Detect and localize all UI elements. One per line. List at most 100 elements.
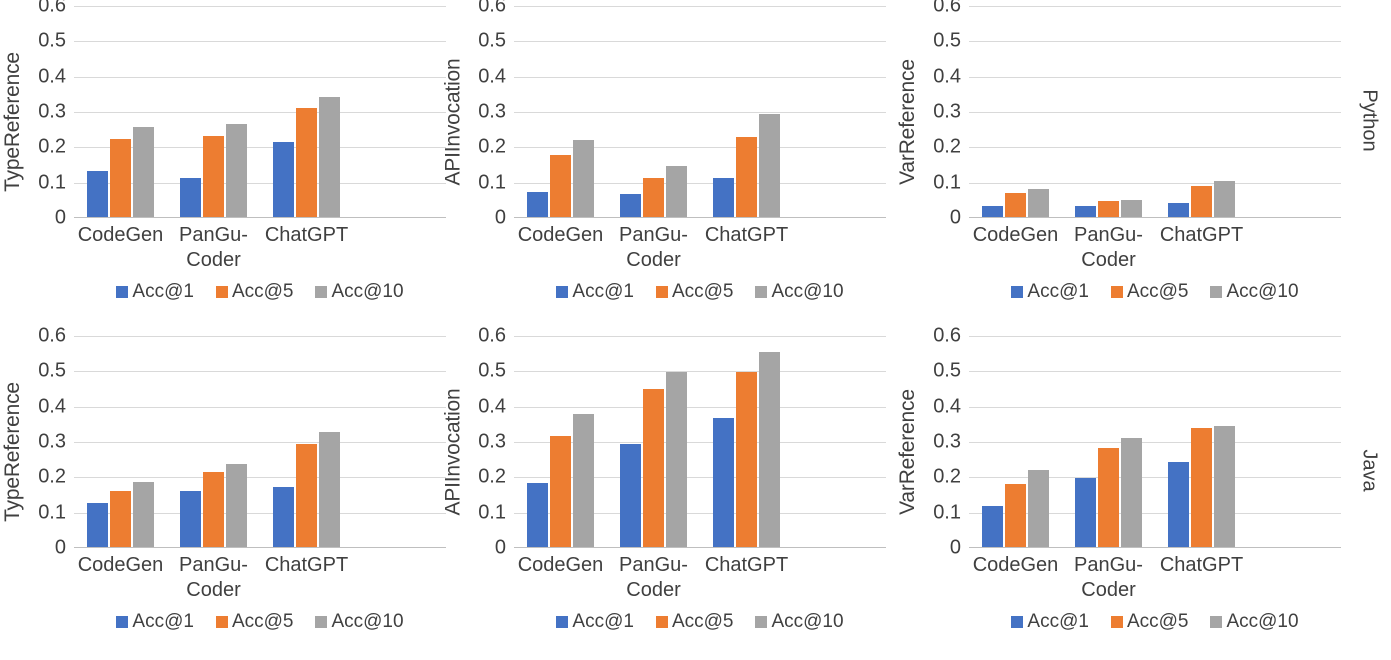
bar-group — [1155, 336, 1248, 547]
bar — [319, 431, 340, 547]
x-axis-tick-line: PanGu- — [619, 224, 688, 246]
x-axis-tick-label: PanGu- Coder — [167, 550, 260, 602]
legend-item[interactable]: Acc@5 — [655, 611, 733, 633]
x-axis-tick-line: PanGu- — [619, 554, 688, 576]
legend-item[interactable]: Acc@10 — [1210, 611, 1299, 633]
y-axis-title-text: TypeReference — [1, 52, 25, 192]
bar — [133, 482, 154, 547]
gridline — [969, 512, 1341, 514]
legend-item[interactable]: Acc@1 — [116, 611, 194, 633]
bar-chart: TypeReference 0.6 0.5 0.4 0.3 0.2 0.1 0 CodeGen P… — [0, 0, 452, 326]
legend-item[interactable]: Acc@5 — [1110, 281, 1188, 303]
y-axis-tick-label: 0.2 — [38, 465, 66, 488]
x-axis-ticks: CodeGen PanGu- Coder ChatGPT — [74, 550, 446, 602]
y-axis-tick-label: 0.1 — [933, 171, 961, 194]
bar-group — [1062, 336, 1155, 547]
legend-item[interactable]: Acc@10 — [315, 611, 404, 633]
chart-panel: VarReference 0.6 0.5 0.4 0.3 0.2 0.1 0 CodeGen Pa… — [895, 325, 1347, 656]
bar — [273, 142, 294, 217]
gridline — [514, 406, 886, 408]
bar — [982, 206, 1003, 217]
bar-chart: APIInvocation 0.6 0.5 0.4 0.3 0.2 0.1 0 CodeGen P… — [440, 0, 892, 326]
legend-item[interactable]: Acc@10 — [1210, 281, 1299, 303]
gridline — [74, 6, 446, 7]
legend-item[interactable]: Acc@1 — [1011, 281, 1089, 303]
legend-item[interactable]: Acc@10 — [755, 281, 844, 303]
bar-group — [260, 336, 353, 547]
bar — [1191, 428, 1212, 547]
plot-area — [74, 6, 446, 218]
y-axis-tick-label: 0 — [54, 206, 66, 229]
legend-item[interactable]: Acc@5 — [1110, 611, 1188, 633]
gridline — [969, 41, 1341, 43]
legend-item[interactable]: Acc@5 — [655, 281, 733, 303]
x-axis-tick-label: ChatGPT — [700, 550, 793, 602]
bar — [1214, 181, 1235, 217]
y-axis-tick-label: 0.3 — [38, 430, 66, 453]
gridline — [74, 147, 446, 149]
x-axis-tick-line: CodeGen — [517, 224, 604, 246]
bar-group — [74, 6, 167, 217]
bar-group — [167, 6, 260, 217]
y-axis-ticks: 0.6 0.5 0.4 0.3 0.2 0.1 0 — [26, 0, 72, 238]
legend-swatch-icon — [1011, 286, 1024, 298]
bar-groups — [514, 6, 886, 217]
bar — [1168, 203, 1189, 217]
gridline — [969, 147, 1341, 149]
bar-group — [1062, 6, 1155, 217]
bar — [1098, 448, 1119, 547]
y-axis-tick-label: 0.2 — [478, 135, 506, 158]
plot-area — [969, 336, 1341, 548]
gridline — [969, 477, 1341, 479]
legend-label: Acc@10 — [1226, 281, 1299, 302]
gridline — [969, 406, 1341, 408]
x-axis-ticks: CodeGen PanGu- Coder ChatGPT — [514, 220, 886, 272]
legend-item[interactable]: Acc@1 — [556, 611, 634, 633]
x-axis-ticks: CodeGen PanGu- Coder ChatGPT — [514, 550, 886, 602]
legend-label: Acc@1 — [132, 611, 194, 632]
legend-item[interactable]: Acc@10 — [315, 281, 404, 303]
gridline — [74, 182, 446, 184]
legend-swatch-icon — [655, 616, 668, 628]
y-axis-tick-label: 0.1 — [38, 501, 66, 524]
legend-label: Acc@1 — [572, 281, 634, 302]
gridline — [74, 336, 446, 337]
y-axis-title-text: APIInvocation — [441, 388, 465, 516]
bar-chart: TypeReference 0.6 0.5 0.4 0.3 0.2 0.1 0 CodeGen P… — [0, 325, 452, 656]
bar-groups — [969, 336, 1341, 547]
y-axis-tick-label: 0.5 — [478, 359, 506, 382]
legend-item[interactable]: Acc@1 — [1011, 611, 1089, 633]
y-axis-tick-label: 0 — [949, 536, 961, 559]
legend-item[interactable]: Acc@10 — [755, 611, 844, 633]
y-axis-tick-label: 0.6 — [933, 0, 961, 17]
legend-swatch-icon — [215, 286, 228, 298]
legend: Acc@1 Acc@5 Acc@10 — [514, 278, 886, 306]
bar — [713, 417, 734, 547]
gridline — [74, 512, 446, 514]
bar — [226, 463, 247, 547]
row-label-java: Java — [1352, 390, 1386, 550]
y-axis-ticks: 0.6 0.5 0.4 0.3 0.2 0.1 0 — [921, 0, 967, 238]
gridline — [514, 147, 886, 149]
legend-item[interactable]: Acc@5 — [215, 611, 293, 633]
chart-panel: APIInvocation 0.6 0.5 0.4 0.3 0.2 0.1 0 CodeGen P… — [440, 325, 892, 656]
legend-swatch-icon — [755, 616, 768, 628]
legend-item[interactable]: Acc@1 — [556, 281, 634, 303]
legend: Acc@1 Acc@5 Acc@10 — [969, 608, 1341, 636]
bar — [1191, 185, 1212, 217]
bar — [110, 490, 131, 547]
y-axis-tick-label: 0.2 — [933, 465, 961, 488]
y-axis-title: TypeReference — [0, 6, 26, 238]
bar — [203, 472, 224, 547]
x-axis-tick-line: PanGu- — [1074, 554, 1143, 576]
x-axis-tick-label: CodeGen — [514, 550, 607, 602]
x-axis-tick-line: CodeGen — [77, 224, 164, 246]
bar — [527, 191, 548, 217]
bar-group — [700, 336, 793, 547]
gridline — [969, 112, 1341, 113]
legend-item[interactable]: Acc@5 — [215, 281, 293, 303]
x-axis-tick-line: Coder — [186, 249, 241, 271]
bar — [759, 351, 780, 547]
plot-area — [514, 6, 886, 218]
legend-item[interactable]: Acc@1 — [116, 281, 194, 303]
